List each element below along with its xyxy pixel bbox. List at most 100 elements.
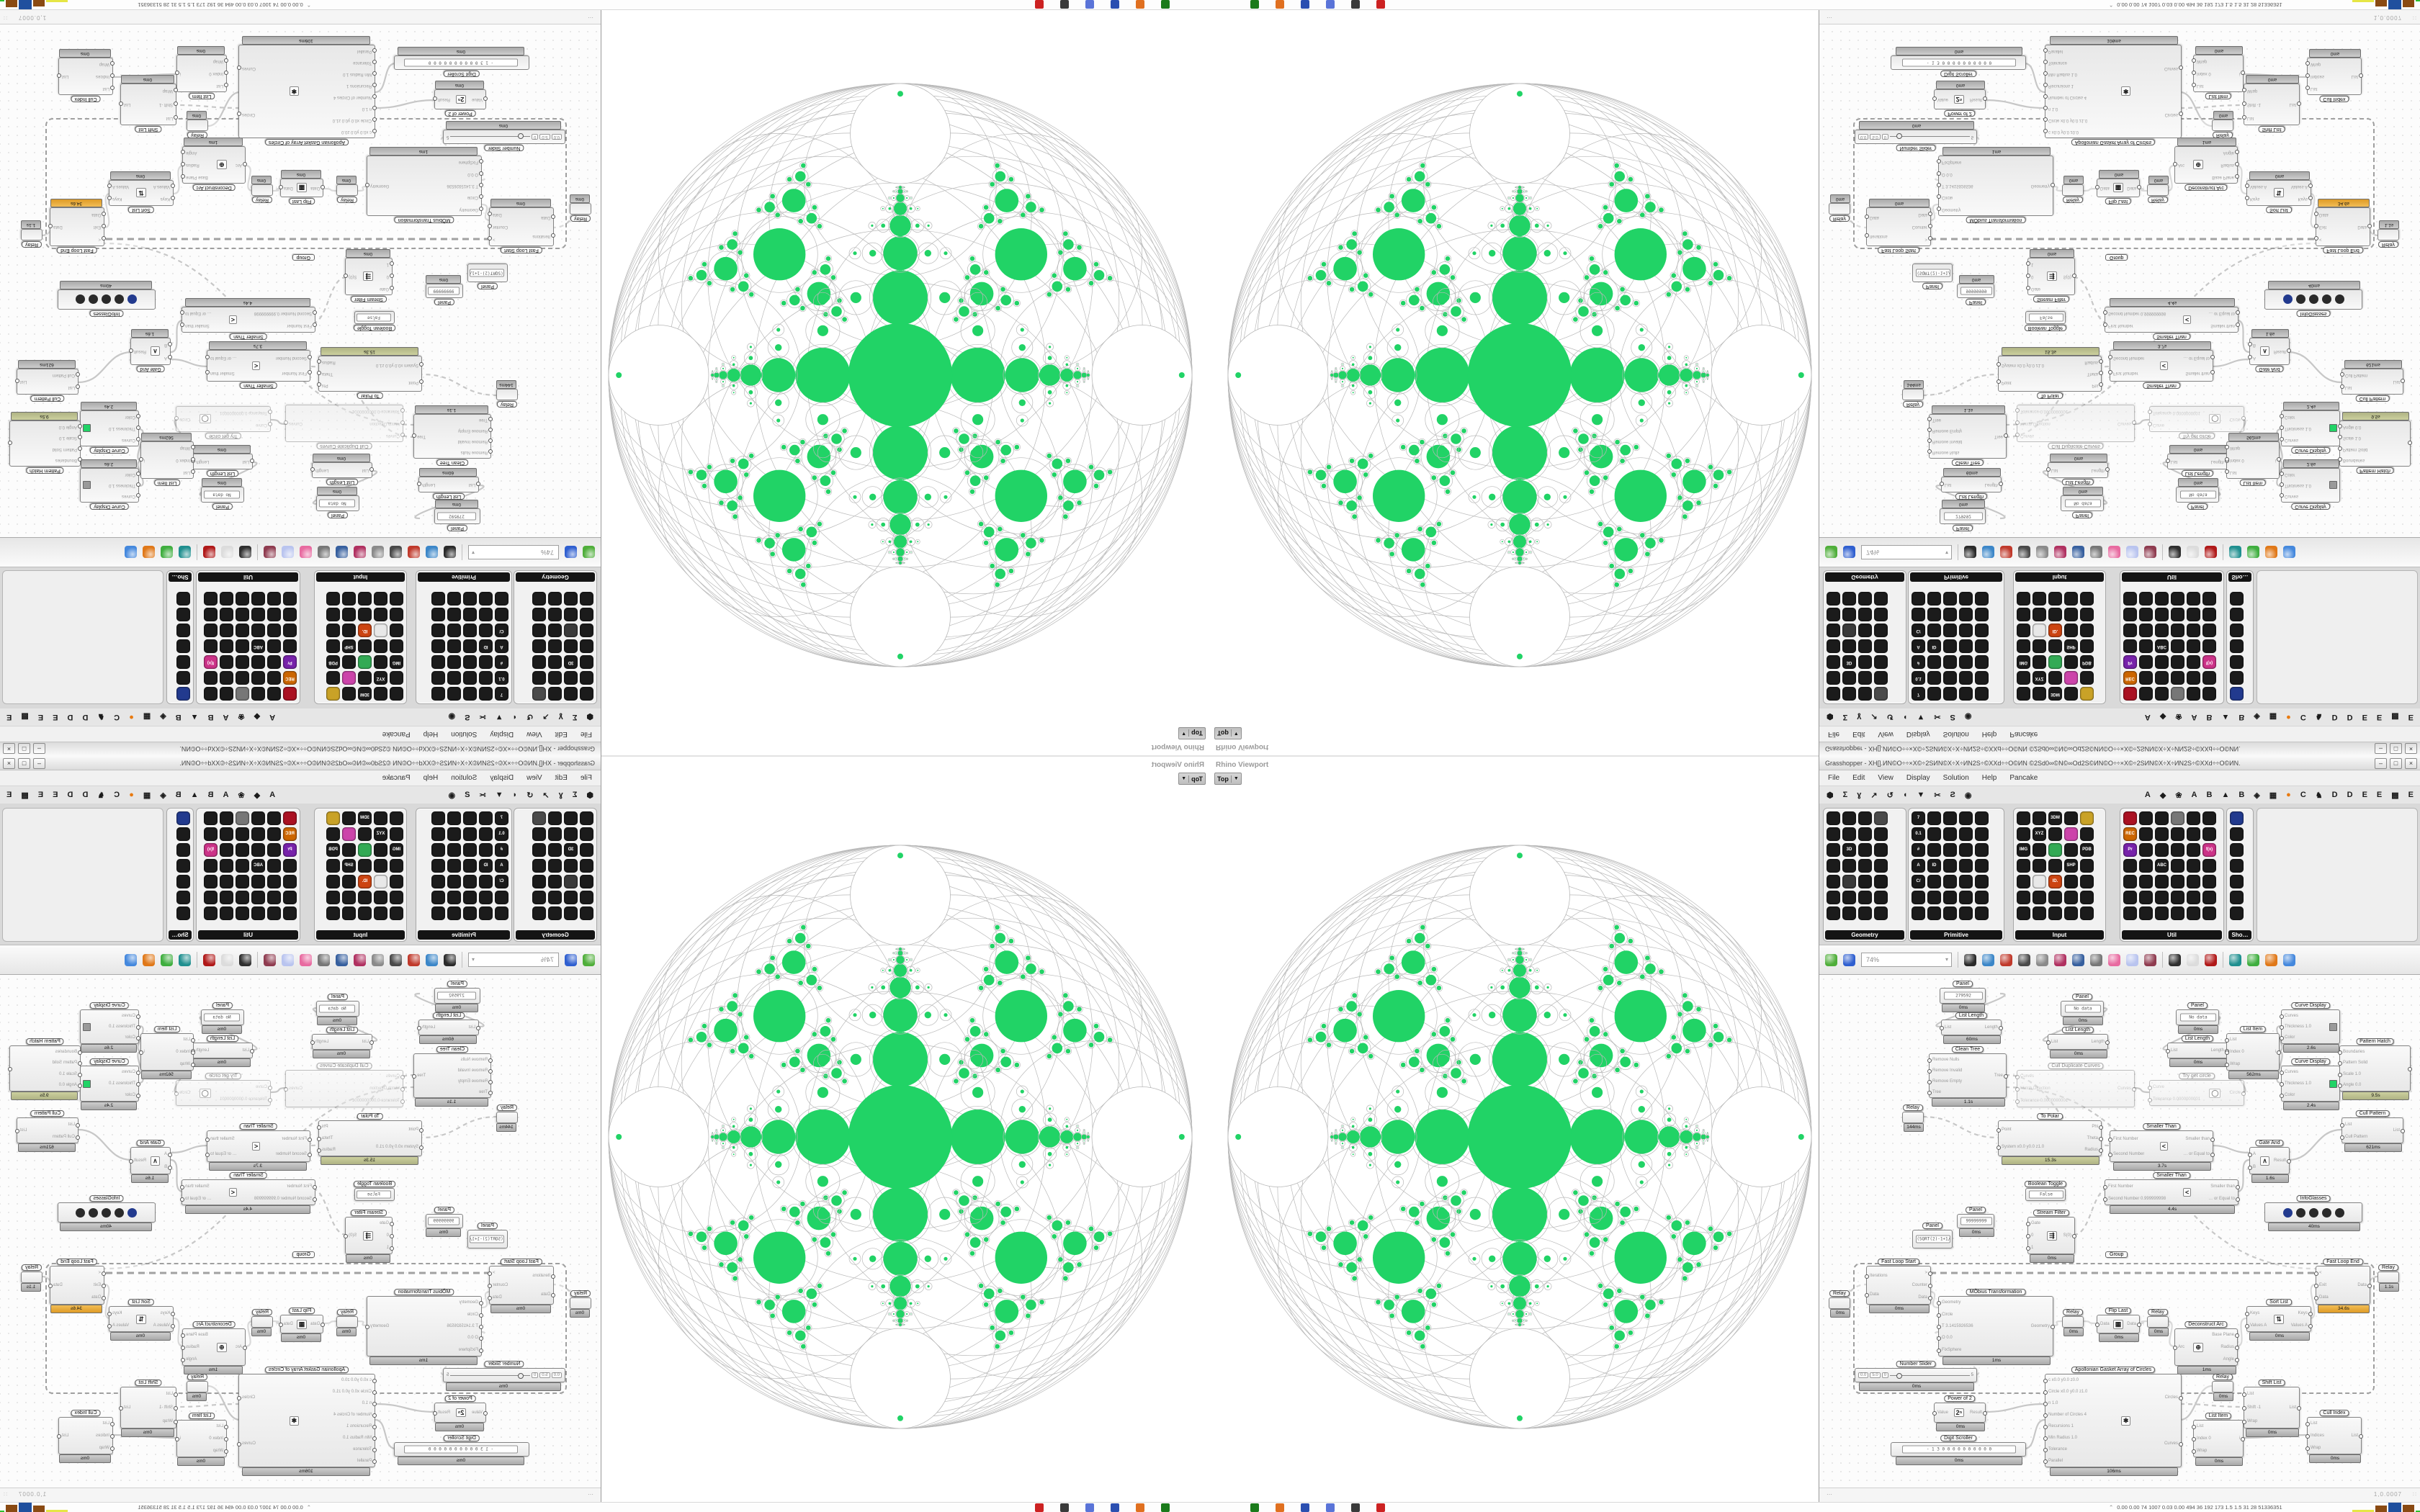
ribbon-group-label[interactable]: Util	[2122, 930, 2222, 940]
gh-node-value[interactable]: - 1 3 0 0 0 0 0 0 0 0 0 0	[1901, 1445, 2017, 1454]
component-icon[interactable]	[220, 624, 233, 637]
gh-node-try-get-circle[interactable]: Try get circle Curve Tolerance 0.000000000…	[2148, 1073, 2246, 1106]
component-icon[interactable]	[1874, 891, 1888, 904]
component-icon[interactable]	[1959, 811, 1973, 825]
input-port[interactable]	[2314, 1296, 2318, 1301]
ribbon-tab-icon[interactable]: B	[2238, 791, 2245, 799]
component-icon[interactable]	[2048, 827, 2062, 841]
component-icon[interactable]	[326, 624, 340, 637]
component-icon[interactable]	[479, 655, 493, 669]
component-icon[interactable]	[1858, 811, 1872, 825]
gh-node-curve-display[interactable]: Curve Display 2.4s Curves Thickness 1.0 Colo…	[2280, 1058, 2340, 1110]
component-icon[interactable]	[447, 687, 461, 701]
lens-icon[interactable]	[372, 953, 384, 966]
gh-node-panel[interactable]: Panel(SQRT(2)-1+1/512)*1	[467, 264, 508, 289]
ribbon-tab-icon[interactable]: ✂	[1934, 712, 1941, 721]
input-port[interactable]	[1940, 482, 1944, 486]
menu-pancake[interactable]: Pancake	[2009, 774, 2038, 782]
component-icon[interactable]	[2187, 592, 2200, 606]
ribbon-tab-icon[interactable]: ✂	[479, 791, 486, 800]
gh-node-digit-scroller[interactable]: Digit Scroller 0ms - 1 3 0 0 0 0 0 0 0 0 0…	[1891, 47, 2026, 77]
component-icon[interactable]	[2230, 671, 2244, 685]
zoom-select-icon[interactable]	[444, 546, 456, 559]
paint-app-icon[interactable]	[1351, 0, 1360, 9]
component-icon[interactable]	[236, 655, 249, 669]
input-port[interactable]	[78, 1072, 82, 1077]
output-port[interactable]	[317, 382, 321, 387]
component-icon[interactable]	[2230, 687, 2244, 701]
gh-node-infoglasses[interactable]: InfoGlasses 40ms	[2264, 281, 2362, 317]
menu-display[interactable]: Display	[1906, 730, 1930, 738]
gh-node-stream-filter[interactable]: Stream Filter 0ms Gate 0 1 ⇶ S(0)	[344, 1210, 394, 1263]
component-icon[interactable]	[176, 827, 190, 841]
component-icon[interactable]	[358, 906, 372, 920]
input-port[interactable]	[136, 426, 140, 430]
ribbon-tab-icon[interactable]: B	[175, 791, 182, 799]
output-port[interactable]	[107, 1311, 112, 1316]
ribbon-tab-icon[interactable]: B	[207, 791, 214, 799]
gha-icon[interactable]	[354, 953, 366, 966]
ribbon-tab-icon[interactable]: B	[2206, 791, 2213, 799]
ribbon-tab-icon[interactable]: ▲	[2221, 713, 2230, 721]
component-icon[interactable]	[2202, 891, 2216, 904]
component-icon[interactable]	[220, 827, 233, 841]
component-icon[interactable]: ID	[479, 859, 493, 873]
output-port[interactable]	[2297, 102, 2301, 106]
component-icon[interactable]	[236, 827, 249, 841]
output-port[interactable]	[237, 1396, 241, 1400]
screen-app-icon[interactable]	[1250, 1503, 1259, 1512]
gh-node-clean-tree[interactable]: Clean Tree 1.1s Remove Nulls Remove Invalid…	[412, 1046, 493, 1107]
input-port[interactable]	[243, 1346, 247, 1350]
rhino-viewport-window[interactable]: Rhino Viewport Top ▼	[1210, 9, 1819, 756]
ribbon-tab-icon[interactable]: A	[269, 791, 276, 799]
component-icon[interactable]: REC	[283, 827, 297, 841]
component-icon[interactable]	[1943, 906, 1957, 920]
gh-node-cull-pattern[interactable]: Cull Pattern 621ms List Cull Pattern List	[2340, 1110, 2405, 1152]
component-icon[interactable]	[1858, 859, 1872, 873]
minimize-button[interactable]: –	[2375, 758, 2387, 769]
component-icon[interactable]: 3D	[564, 843, 578, 857]
component-icon[interactable]	[548, 875, 562, 888]
output-port[interactable]	[2241, 71, 2245, 75]
component-icon[interactable]	[564, 859, 578, 873]
grasshopper-window[interactable]: Grasshopper - XH[].ИN©O÷÷×X©÷2SИN©X÷X÷ИN…	[0, 9, 601, 756]
component-icon[interactable]	[1943, 843, 1957, 857]
component-icon[interactable]: SHP	[2064, 639, 2078, 653]
input-port[interactable]	[78, 1050, 82, 1055]
component-icon[interactable]	[1858, 827, 1872, 841]
component-icon[interactable]	[1874, 827, 1888, 841]
component-icon[interactable]	[2139, 875, 2153, 888]
gh-node-panel[interactable]: Panel 0ms No data	[2176, 478, 2219, 510]
gh-node-pattern-hatch[interactable]: Pattern Hatch 9.5s Boundaries Pattern Solid…	[2338, 412, 2412, 474]
component-icon[interactable]	[463, 639, 477, 653]
gh-node-infoglasses[interactable]: InfoGlasses 40ms	[58, 281, 156, 317]
grasshopper-canvas[interactable]: Group Panel 0ms 279592 List Length 60ms List Le…	[0, 975, 601, 1488]
component-icon[interactable]	[2123, 906, 2137, 920]
component-icon[interactable]	[548, 843, 562, 857]
component-icon[interactable]	[463, 843, 477, 857]
component-icon[interactable]	[326, 906, 340, 920]
ribbon-tab-icon[interactable]: ▦	[143, 791, 151, 800]
input-port[interactable]	[2340, 1135, 2344, 1140]
input-port[interactable]	[2043, 129, 2048, 133]
component-icon[interactable]	[390, 624, 403, 637]
ribbon-group-label[interactable]: Sho…	[2228, 930, 2251, 940]
component-icon[interactable]	[1827, 811, 1840, 825]
mouse-green-icon[interactable]	[161, 953, 173, 966]
component-icon[interactable]	[220, 875, 233, 888]
component-icon[interactable]	[2048, 859, 2062, 873]
gh-node-value[interactable]: (SQRT(2)-1+1/512)*1	[1916, 269, 1950, 277]
gh-node-list-item[interactable]: List Item 562ms List Index 0 Wrap i	[2225, 433, 2281, 486]
component-icon[interactable]	[176, 891, 190, 904]
output-port[interactable]	[2235, 1357, 2239, 1362]
component-icon[interactable]	[2017, 906, 2030, 920]
ribbon-group-label[interactable]: Geometry	[516, 572, 595, 582]
gh-node-fast-loop-end[interactable]: Fast Loop End 34.6s < Exit Data Data	[2314, 199, 2372, 253]
input-port[interactable]	[2015, 420, 2020, 425]
component-icon[interactable]	[2171, 859, 2184, 873]
component-icon[interactable]	[2155, 843, 2169, 857]
ribbon-tab-icon[interactable]: ▦	[2269, 791, 2277, 800]
color-swatch[interactable]	[83, 1022, 91, 1031]
gh-node-list-item[interactable]: List Item 562ms List Index 0 Wrap i	[139, 433, 195, 486]
ribbon-tab-icon[interactable]: C	[114, 791, 120, 799]
